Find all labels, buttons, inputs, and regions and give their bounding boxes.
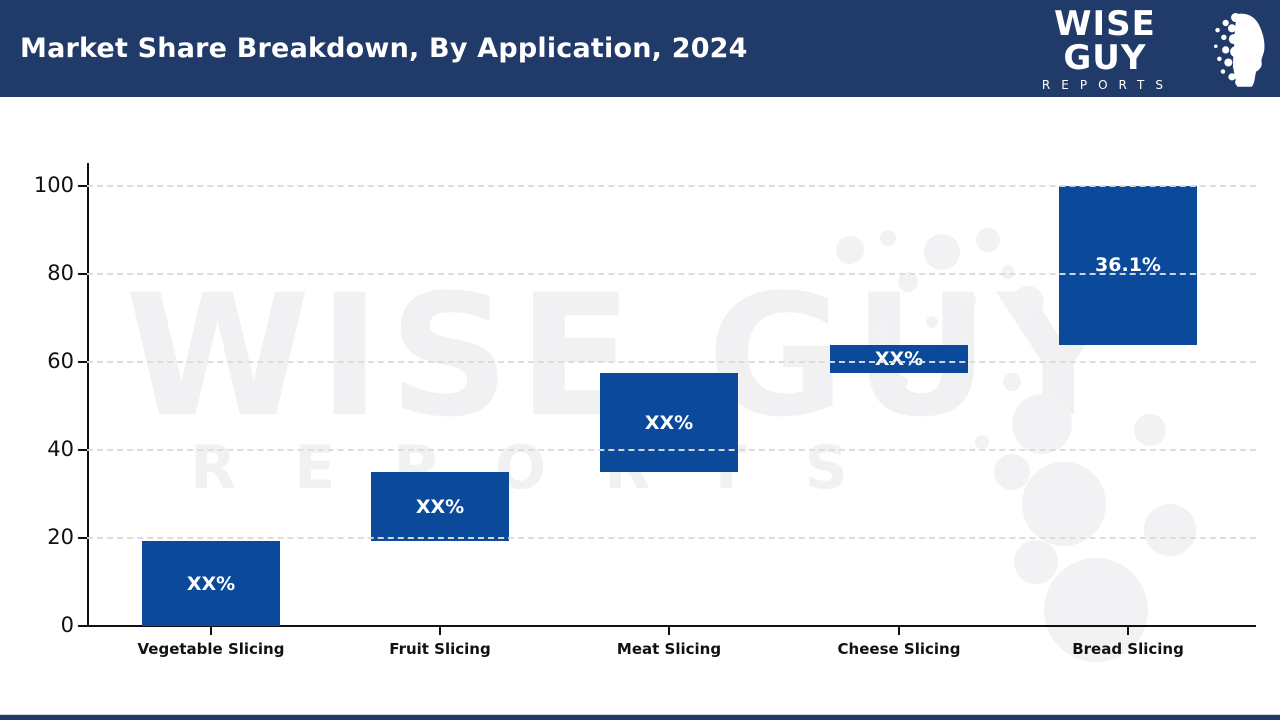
logo-wordmark: WISE GUY	[1054, 3, 1156, 78]
y-tick-label: 60	[47, 349, 74, 373]
x-tick-label: Bread Slicing	[1072, 640, 1184, 658]
gridline-20	[87, 537, 1256, 539]
y-tick-label: 0	[60, 613, 74, 637]
gridline-100	[87, 185, 1256, 187]
x-tick	[668, 627, 670, 635]
bar-bread-slicing: 36.1%	[1059, 186, 1197, 345]
logo-face-dots-icon	[1213, 13, 1265, 87]
x-tick	[898, 627, 900, 635]
y-axis-line	[87, 163, 89, 627]
y-tick	[78, 273, 87, 275]
chart-plot-area: XX% Vegetable Slicing XX% Fruit Slicing XX% M…	[0, 97, 1280, 658]
footer-hairline	[0, 714, 1280, 715]
bar-value-label: XX%	[644, 411, 694, 434]
logo-subtitle: REPORTS	[1041, 77, 1174, 92]
y-tick	[78, 185, 87, 187]
x-axis-line	[87, 625, 1256, 627]
bar-value-label: XX%	[874, 347, 924, 370]
x-tick-label: Cheese Slicing	[837, 640, 961, 658]
logo-text: WISE GUY REPORTS	[1016, 7, 1194, 92]
y-tick-label: 100	[33, 173, 74, 197]
footer-band	[0, 715, 1280, 720]
x-tick	[439, 627, 441, 635]
gridline-60	[87, 361, 1256, 363]
bar-value-label: XX%	[415, 495, 465, 518]
y-tick-label: 80	[47, 261, 74, 285]
y-tick	[78, 361, 87, 363]
x-tick-label: Meat Slicing	[616, 640, 722, 658]
y-tick	[78, 537, 87, 539]
bar-fruit-slicing: XX%	[371, 472, 509, 542]
bar-value-label: XX%	[186, 572, 236, 595]
y-tick-label: 20	[47, 525, 74, 549]
x-tick-label: Vegetable Slicing	[137, 640, 285, 658]
page-title: Market Share Breakdown, By Application, …	[20, 33, 748, 64]
y-tick	[78, 625, 87, 627]
gridline-80	[87, 273, 1256, 275]
header-band: Market Share Breakdown, By Application, …	[0, 0, 1280, 97]
bar-vegetable-slicing: XX%	[142, 541, 280, 626]
bar-value-label: 36.1%	[1095, 254, 1161, 277]
gridline-40	[87, 449, 1256, 451]
bar-meat-slicing: XX%	[600, 373, 738, 472]
wise-guy-reports-logo: WISE GUY REPORTS	[1016, 6, 1266, 92]
x-tick	[210, 627, 212, 635]
x-tick-label: Fruit Slicing	[389, 640, 491, 658]
bar-cheese-slicing: XX%	[830, 344, 968, 373]
y-tick-label: 40	[47, 437, 74, 461]
x-tick	[1127, 627, 1129, 635]
y-tick	[78, 449, 87, 451]
